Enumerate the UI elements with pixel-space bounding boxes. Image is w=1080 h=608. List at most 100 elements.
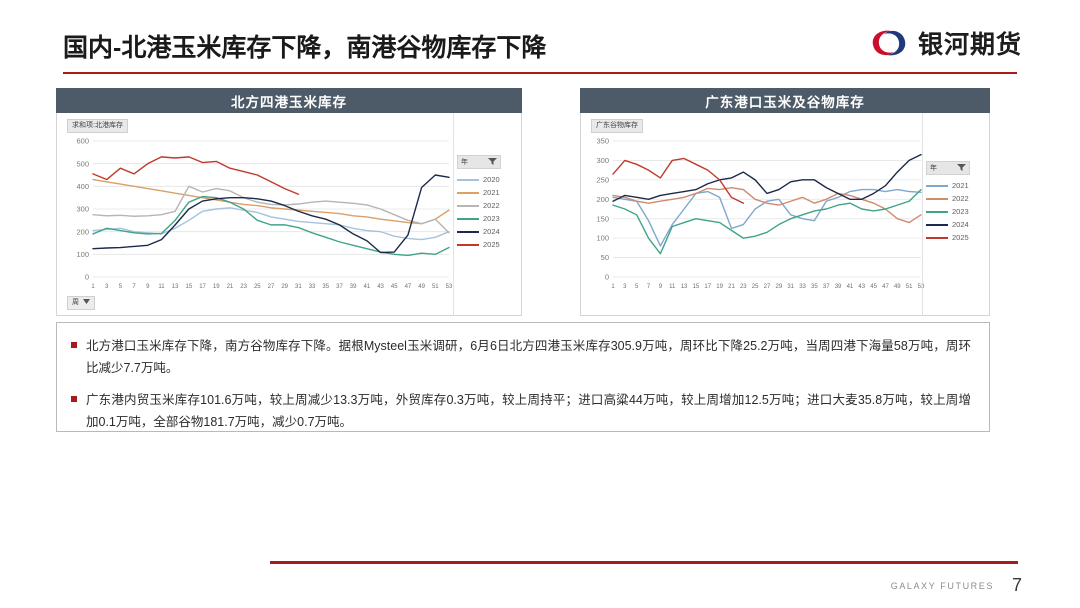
svg-text:300: 300 bbox=[76, 205, 89, 214]
galaxy-swirl-icon bbox=[869, 27, 909, 59]
svg-text:19: 19 bbox=[716, 284, 723, 290]
legend-swatch bbox=[926, 210, 948, 213]
legend-items-north: 2020 2021 2022 2023 2024 2025 bbox=[457, 173, 501, 251]
chevron-down-icon[interactable] bbox=[83, 298, 90, 308]
svg-text:35: 35 bbox=[322, 284, 329, 290]
legend-item[interactable]: 2024 bbox=[457, 225, 501, 238]
legend-swatch bbox=[457, 243, 479, 246]
chart-panel-guangdong: 广东港口玉米及谷物库存 广东谷物库存 0 50 100 150 200 250 300 350… bbox=[580, 88, 990, 316]
legend-divider-north bbox=[453, 113, 454, 315]
svg-text:17: 17 bbox=[199, 284, 206, 290]
svg-text:0: 0 bbox=[85, 273, 89, 282]
legend-label: 2025 bbox=[483, 240, 500, 249]
chart-title-guangdong: 广东港口玉米及谷物库存 bbox=[580, 88, 990, 113]
commentary-text: 北方港口玉米库存下降，南方谷物库存下降。据根Mysteel玉米调研，6月6日北方… bbox=[86, 339, 971, 375]
svg-text:33: 33 bbox=[309, 284, 316, 290]
pivot-field-button-north[interactable]: 求和项:北港库存 bbox=[67, 119, 128, 133]
svg-text:600: 600 bbox=[76, 137, 89, 146]
legend-swatch bbox=[457, 217, 479, 220]
svg-text:21: 21 bbox=[227, 284, 234, 290]
svg-text:100: 100 bbox=[76, 250, 89, 259]
svg-text:5: 5 bbox=[635, 284, 639, 290]
legend-title-north: 年 bbox=[461, 159, 468, 166]
plot-area-north-ports: 0 100 200 300 400 500 600 1 3 5 7 9 11 13 15 17 19 21 23 25… bbox=[57, 135, 457, 295]
legend-filter-button-guangdong[interactable]: 年 bbox=[926, 161, 970, 175]
legend-label: 2021 bbox=[483, 188, 500, 197]
filter-icon[interactable] bbox=[488, 157, 497, 167]
svg-text:7: 7 bbox=[647, 284, 651, 290]
svg-text:1: 1 bbox=[91, 284, 95, 290]
legend-item[interactable]: 2021 bbox=[926, 179, 970, 192]
svg-text:51: 51 bbox=[906, 284, 913, 290]
legend-item[interactable]: 2023 bbox=[457, 212, 501, 225]
legend-swatch bbox=[926, 184, 948, 187]
svg-text:37: 37 bbox=[823, 284, 830, 290]
legend-label: 2022 bbox=[483, 201, 500, 210]
svg-text:53: 53 bbox=[918, 284, 925, 290]
legend-item[interactable]: 2024 bbox=[926, 218, 970, 231]
svg-text:39: 39 bbox=[835, 284, 842, 290]
legend-swatch bbox=[457, 230, 479, 233]
svg-text:3: 3 bbox=[623, 284, 627, 290]
chart-body-guangdong: 广东谷物库存 0 50 100 150 200 250 300 350 1 3 5 7 9 11 13 15 1… bbox=[580, 113, 990, 316]
commentary-box: 北方港口玉米库存下降，南方谷物库存下降。据根Mysteel玉米调研，6月6日北方… bbox=[56, 322, 990, 432]
svg-text:37: 37 bbox=[336, 284, 343, 290]
svg-text:33: 33 bbox=[799, 284, 806, 290]
svg-text:11: 11 bbox=[669, 284, 676, 290]
commentary-bullet: 广东港内贸玉米库存101.6万吨，较上周减少13.3万吨，外贸库存0.3万吨，较… bbox=[71, 389, 971, 433]
brand-name: 银河期货 bbox=[917, 31, 1022, 59]
legend-item[interactable]: 2023 bbox=[926, 205, 970, 218]
svg-text:47: 47 bbox=[882, 284, 889, 290]
legend-item[interactable]: 2020 bbox=[457, 173, 501, 186]
svg-text:43: 43 bbox=[858, 284, 865, 290]
svg-text:53: 53 bbox=[446, 284, 453, 290]
svg-text:41: 41 bbox=[364, 284, 371, 290]
bullet-square-icon bbox=[71, 342, 77, 348]
legend-swatch bbox=[926, 223, 948, 226]
legend-item[interactable]: 2022 bbox=[926, 192, 970, 205]
svg-text:500: 500 bbox=[76, 159, 89, 168]
svg-text:45: 45 bbox=[391, 284, 398, 290]
svg-text:400: 400 bbox=[76, 182, 89, 191]
svg-text:19: 19 bbox=[213, 284, 220, 290]
legend-divider-guangdong bbox=[922, 113, 923, 315]
svg-text:31: 31 bbox=[787, 284, 794, 290]
svg-text:17: 17 bbox=[704, 284, 711, 290]
svg-text:1: 1 bbox=[611, 284, 615, 290]
legend-item[interactable]: 2022 bbox=[457, 199, 501, 212]
svg-text:25: 25 bbox=[254, 284, 261, 290]
legend-label: 2024 bbox=[483, 227, 500, 236]
svg-text:23: 23 bbox=[740, 284, 747, 290]
chart-panel-north-ports: 北方四港玉米库存 求和项:北港库存 0 100 200 300 400 500 600 1 3 5… bbox=[56, 88, 522, 316]
legend-swatch bbox=[926, 197, 948, 200]
legend-label: 2024 bbox=[952, 220, 969, 229]
svg-text:21: 21 bbox=[728, 284, 735, 290]
svg-text:31: 31 bbox=[295, 284, 302, 290]
legend-item[interactable]: 2025 bbox=[457, 238, 501, 251]
svg-text:50: 50 bbox=[601, 253, 609, 262]
legend-item[interactable]: 2025 bbox=[926, 231, 970, 244]
svg-text:350: 350 bbox=[596, 137, 609, 146]
svg-text:250: 250 bbox=[596, 175, 609, 184]
filter-icon[interactable] bbox=[957, 163, 966, 173]
chart-title-north-ports: 北方四港玉米库存 bbox=[56, 88, 522, 113]
svg-text:300: 300 bbox=[596, 156, 609, 165]
legend-item[interactable]: 2021 bbox=[457, 186, 501, 199]
svg-text:15: 15 bbox=[693, 284, 700, 290]
legend-label: 2023 bbox=[483, 214, 500, 223]
footer: GALAXY FUTURES 7 bbox=[891, 575, 1022, 596]
page-title: 国内-北港玉米库存下降，南港谷物库存下降 bbox=[63, 34, 547, 62]
page-number: 7 bbox=[1011, 575, 1022, 595]
pivot-field-button-guangdong[interactable]: 广东谷物库存 bbox=[591, 119, 643, 133]
svg-text:43: 43 bbox=[377, 284, 384, 290]
svg-text:45: 45 bbox=[870, 284, 877, 290]
week-filter-button-north[interactable]: 周 bbox=[67, 296, 95, 310]
header-divider bbox=[63, 72, 1017, 74]
svg-text:41: 41 bbox=[847, 284, 854, 290]
brand-logo: 银河期货 bbox=[869, 25, 1022, 61]
svg-text:23: 23 bbox=[240, 284, 247, 290]
svg-text:25: 25 bbox=[752, 284, 759, 290]
legend-swatch bbox=[926, 236, 948, 239]
commentary-text: 广东港内贸玉米库存101.6万吨，较上周减少13.3万吨，外贸库存0.3万吨，较… bbox=[86, 393, 971, 429]
legend-filter-button-north[interactable]: 年 bbox=[457, 155, 501, 169]
